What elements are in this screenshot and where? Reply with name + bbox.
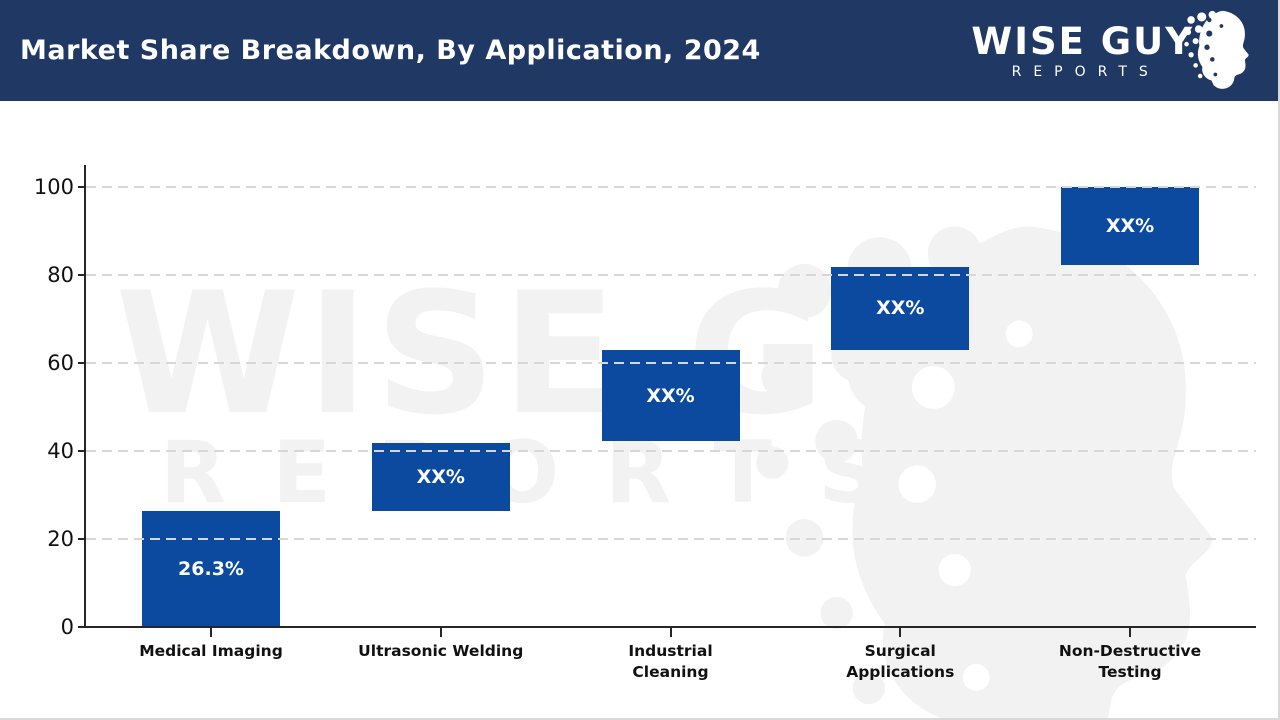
chart-title: Market Share Breakdown, By Application, … bbox=[20, 35, 761, 66]
x-tick-mark bbox=[669, 628, 672, 637]
y-gridline bbox=[86, 274, 1256, 276]
bar-value-label: XX% bbox=[416, 465, 465, 488]
y-tick-label: 40 bbox=[47, 439, 74, 463]
wise-guy-logo: WISE GUY REPORTS bbox=[971, 9, 1254, 93]
y-tick-label: 100 bbox=[33, 175, 74, 199]
x-tick-mark bbox=[439, 628, 442, 637]
bar-value-label: XX% bbox=[876, 297, 925, 320]
x-tick-mark bbox=[1129, 628, 1131, 637]
dotted-face-icon bbox=[1184, 10, 1249, 89]
x-category-label: Non-Destructive Testing bbox=[1058, 642, 1202, 681]
y-tick-label: 20 bbox=[47, 527, 74, 551]
bar-value-label: XX% bbox=[1105, 215, 1155, 238]
y-tick-mark bbox=[78, 626, 86, 628]
bar-value-label: XX% bbox=[646, 384, 695, 407]
y-tick-label: 60 bbox=[47, 351, 74, 375]
x-tick-mark bbox=[210, 628, 212, 637]
x-axis-line bbox=[84, 626, 1256, 628]
waterfall-bar bbox=[831, 266, 970, 351]
x-tick-mark bbox=[899, 628, 902, 637]
y-gridline bbox=[86, 538, 1256, 540]
y-gridline bbox=[86, 450, 1256, 452]
x-category-label: Industrial Cleaning bbox=[628, 642, 713, 681]
waterfall-bar bbox=[601, 350, 740, 441]
y-tick-mark bbox=[78, 362, 86, 364]
y-tick-mark bbox=[78, 450, 86, 452]
x-category-label: Surgical Applications bbox=[846, 642, 955, 681]
waterfall-chart: 0 20 40 60 80 100 26.3% Medical Imaging XX% Ultra… bbox=[0, 101, 1278, 718]
y-tick-label: 80 bbox=[47, 263, 74, 287]
bar-value-label: 26.3% bbox=[178, 558, 244, 581]
waterfall-bar bbox=[371, 442, 510, 512]
y-tick-label: 0 bbox=[60, 615, 74, 639]
y-axis-line bbox=[84, 165, 86, 628]
logo-subtitle: REPORTS bbox=[1011, 63, 1160, 80]
x-category-label: Ultrasonic Welding bbox=[358, 642, 524, 660]
y-tick-mark bbox=[78, 186, 86, 188]
waterfall-bar bbox=[1061, 187, 1199, 266]
logo-wordmark: WISE GUY bbox=[971, 19, 1194, 63]
y-tick-mark bbox=[78, 274, 86, 276]
waterfall-bar bbox=[142, 511, 280, 627]
logo-text: WISE GUY REPORTS bbox=[971, 23, 1194, 79]
y-gridline bbox=[86, 362, 1256, 364]
x-category-label: Medical Imaging bbox=[139, 642, 283, 660]
header-bar: Market Share Breakdown, By Application, … bbox=[0, 0, 1278, 101]
y-tick-mark bbox=[78, 538, 86, 540]
y-gridline bbox=[86, 186, 1256, 188]
